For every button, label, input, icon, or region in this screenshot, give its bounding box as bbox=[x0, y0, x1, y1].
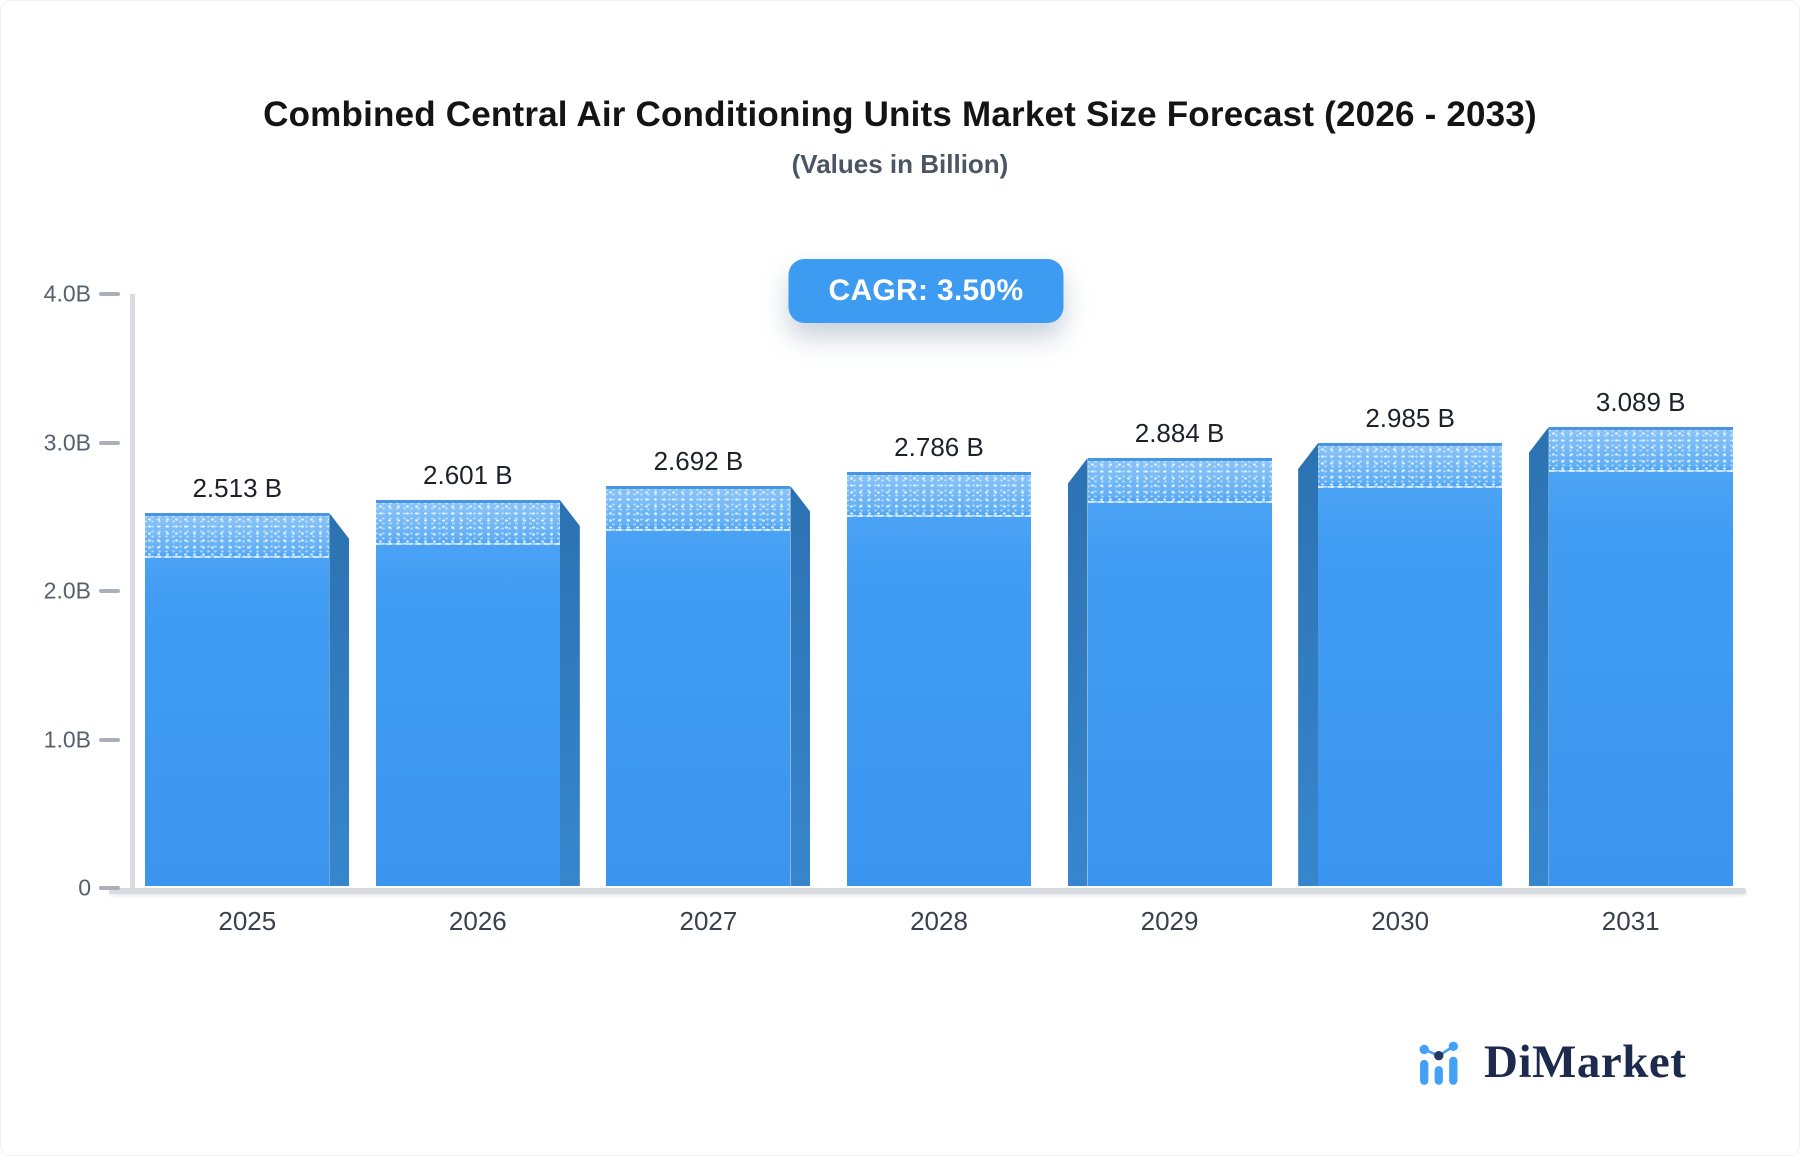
y-tick-label: 1.0B bbox=[43, 726, 91, 752]
x-tick-label-2025: 2025 bbox=[218, 906, 277, 936]
bar-side-face bbox=[1298, 443, 1319, 886]
bar-2028[interactable]: 2.786 B bbox=[847, 432, 1031, 886]
bar-face bbox=[145, 513, 330, 886]
bar-side-face bbox=[790, 486, 811, 886]
y-tick-label: 0 bbox=[78, 874, 91, 901]
bar-value-label: 2.985 B bbox=[1365, 403, 1455, 433]
bar-value-label: 2.692 B bbox=[653, 446, 744, 476]
y-tick-label: 2.0B bbox=[43, 577, 91, 604]
bar-value-label: 3.089 B bbox=[1595, 387, 1686, 417]
y-tick-mark bbox=[99, 440, 120, 445]
bar-face bbox=[1087, 458, 1272, 886]
bar-top-highlight bbox=[375, 503, 560, 545]
bar-2027[interactable]: 2.692 B bbox=[606, 446, 811, 886]
bar-face bbox=[375, 500, 560, 886]
bar-top-highlight bbox=[606, 489, 791, 531]
x-tick-label-2029: 2029 bbox=[1140, 906, 1199, 936]
bar-side-face bbox=[559, 500, 580, 886]
y-tick-mark bbox=[99, 292, 120, 296]
logo: DiMarket bbox=[1419, 1039, 1686, 1086]
x-tick-label-2026: 2026 bbox=[448, 906, 507, 936]
y-tick-mark bbox=[99, 589, 120, 593]
bar-face bbox=[1548, 427, 1733, 886]
x-tick-label-2030: 2030 bbox=[1371, 906, 1430, 936]
bar-value-label: 2.513 B bbox=[192, 473, 283, 503]
bar-face bbox=[606, 486, 791, 886]
bar-top-highlight bbox=[847, 475, 1031, 517]
bar-2029[interactable]: 2.884 B bbox=[1067, 418, 1272, 886]
y-axis-line bbox=[130, 294, 135, 888]
cagr-badge: CAGR: 3.50% bbox=[788, 259, 1064, 323]
bar-value-label: 2.884 B bbox=[1134, 418, 1225, 448]
y-tick-label: 3.0B bbox=[43, 429, 91, 455]
bar-side-face bbox=[329, 513, 350, 886]
bar-2031[interactable]: 3.089 B bbox=[1528, 387, 1733, 886]
y-tick-mark bbox=[99, 886, 120, 890]
bar-top-highlight bbox=[1318, 446, 1503, 488]
bar-top-highlight bbox=[1087, 461, 1272, 503]
bar-2026[interactable]: 2.601 B bbox=[375, 460, 580, 886]
y-tick-label: 4.0B bbox=[43, 280, 91, 307]
bar-line-chart-icon bbox=[1419, 1041, 1458, 1085]
chart-title: Combined Central Air Conditioning Units … bbox=[263, 95, 1537, 134]
logo-text: DiMarket bbox=[1484, 1036, 1687, 1088]
bar-top-highlight bbox=[1548, 430, 1733, 472]
bar-top-highlight bbox=[145, 516, 330, 558]
y-tick-mark bbox=[99, 737, 120, 742]
bar-face bbox=[847, 472, 1031, 886]
bar-side-face bbox=[1067, 458, 1088, 886]
bar-2025[interactable]: 2.513 B bbox=[145, 473, 350, 886]
bar-side-face bbox=[1528, 427, 1549, 886]
bar-value-label: 2.601 B bbox=[423, 460, 513, 490]
x-tick-label-2031: 2031 bbox=[1601, 906, 1660, 936]
x-tick-label-2027: 2027 bbox=[679, 906, 738, 936]
x-axis-baseline bbox=[109, 888, 1746, 894]
x-tick-label-2028: 2028 bbox=[910, 906, 968, 936]
chart-subtitle: (Values in Billion) bbox=[791, 149, 1009, 179]
bar-face bbox=[1318, 443, 1503, 886]
bar-2030[interactable]: 2.985 B bbox=[1298, 403, 1503, 886]
bar-value-label: 2.786 B bbox=[894, 432, 984, 462]
